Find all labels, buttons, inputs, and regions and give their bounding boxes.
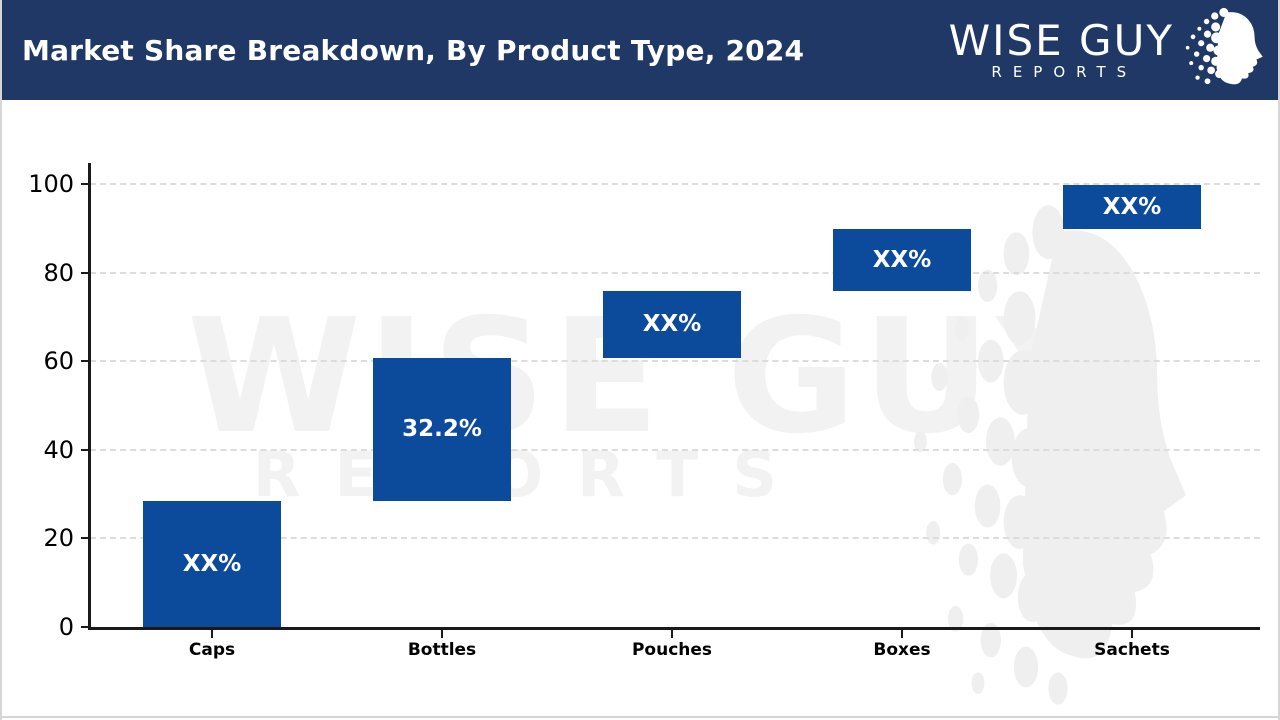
x-tick <box>901 629 903 638</box>
bar-value-label: 32.2% <box>402 416 482 443</box>
bar-boxes <box>833 228 971 291</box>
gridline <box>90 271 1260 274</box>
y-tick-label: 60 <box>43 347 74 376</box>
header-bar: Market Share Breakdown, By Product Type,… <box>2 0 1278 100</box>
y-tick-label: 80 <box>43 258 74 287</box>
logo-wordmark: WISE GUY <box>948 16 1174 65</box>
y-tick <box>81 360 90 363</box>
y-tick <box>81 183 90 185</box>
x-tick <box>671 629 673 638</box>
bar-bottles <box>373 358 511 501</box>
y-tick <box>81 626 90 628</box>
x-tick <box>441 629 443 638</box>
bar-value-label: XX% <box>1102 194 1162 221</box>
y-tick <box>81 271 90 274</box>
wiseguy-face-icon <box>1185 7 1263 85</box>
x-tick <box>211 629 213 638</box>
bar-caps <box>143 500 281 627</box>
y-tick-label: 40 <box>43 435 74 464</box>
wiseguy-logo-text: WISE GUY REPORTS <box>949 20 1174 80</box>
bar-pouches <box>603 290 741 359</box>
gridline <box>90 183 1260 185</box>
y-tick-label: 20 <box>43 524 74 553</box>
x-axis-category-label: Caps <box>188 640 236 660</box>
y-axis-line <box>88 163 91 629</box>
bar-value-label: XX% <box>872 246 932 273</box>
gridline <box>90 360 1260 363</box>
bar-value-label: XX% <box>182 550 242 577</box>
wiseguy-face-watermark-icon <box>914 205 1186 705</box>
bar-sachets <box>1063 185 1201 229</box>
y-tick <box>81 448 90 451</box>
bar-value-label: XX% <box>642 311 702 338</box>
logo-subtitle: REPORTS <box>991 63 1138 81</box>
gridline <box>90 448 1260 451</box>
x-axis-category-label: Boxes <box>873 640 931 660</box>
y-tick-label: 0 <box>58 613 74 641</box>
x-axis-line <box>88 627 1260 630</box>
page-title: Market Share Breakdown, By Product Type,… <box>22 33 805 67</box>
bottom-divider <box>2 716 1278 718</box>
gridline <box>90 537 1260 540</box>
y-tick-label: 100 <box>28 170 74 198</box>
wiseguy-logo: WISE GUY REPORTS <box>949 7 1268 93</box>
x-axis-category-label: Sachets <box>1094 640 1170 660</box>
y-tick <box>81 537 90 540</box>
x-axis-category-label: Pouches <box>631 640 713 660</box>
x-axis-category-label: Bottles <box>407 640 477 660</box>
x-tick <box>1131 629 1133 638</box>
